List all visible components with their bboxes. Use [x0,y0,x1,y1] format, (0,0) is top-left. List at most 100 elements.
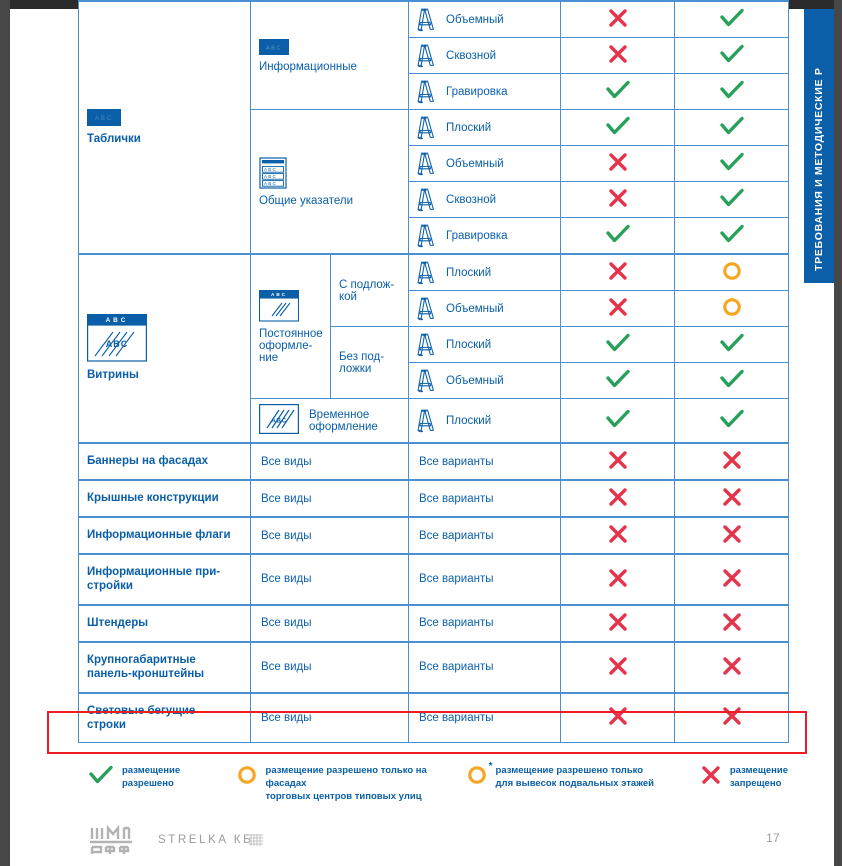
type-label: Плоский [446,414,492,427]
scope-cell: Все виды [249,640,410,693]
check-icon [719,79,745,104]
scope-label: Все виды [261,455,312,468]
svg-text:ABC: ABC [271,292,287,297]
type-label: Сквозной [446,193,497,206]
table-row: Крышные конструкции Все виды Все варианты [78,479,790,518]
check-icon [719,115,745,140]
letter-a-3d-icon [417,408,437,433]
type-label: Объемный [446,374,504,387]
status-cell-col6 [674,553,790,606]
category-cell: Крупногабаритные панель-кронштейны [78,640,251,693]
variant-label: Без под-ложки [339,350,385,375]
status-cell-col6 [674,362,790,399]
status-cell-col6 [674,145,790,182]
legend-line-1: размещение [122,765,181,776]
cross-icon [721,705,743,730]
variant-scope-label: Все варианты [419,617,494,630]
scope-cell: Все виды [249,442,410,481]
check-icon [719,332,745,357]
variant-cell: С подлож-кой [329,253,410,327]
category-cell: ABC ABC Витрины [78,253,251,444]
status-cell-col6 [674,290,790,327]
temporary-decor-icon: ABC [259,404,299,437]
letter-a-3d-icon [417,223,437,248]
section-tab: ТРЕБОВАНИЯ И МЕТОДИЧЕСКИЕ Р [804,9,834,283]
status-cell-col6 [674,603,790,643]
type-inner: Гравировка [417,223,552,248]
table-row: Сквозной [79,37,790,74]
subgroup-label: Постоянное оформле-ние [259,327,323,364]
type-inner: Сквозной [417,43,552,68]
table-row: Информационные при-стройки Все виды Все ва… [78,553,790,606]
status-cell-col5 [560,553,676,606]
type-cell: Объемный [408,362,562,399]
info-plate-icon: ABC [259,38,400,55]
legend-item: * размещение разрешено только для вывесок … [466,761,700,791]
type-cell: Плоский [408,398,562,444]
cross-icon [721,611,743,636]
subgroup-inner: ABC Временное оформление [259,404,400,437]
scope-cell: Все виды [249,479,410,518]
variant-scope-cell: Все варианты [408,479,562,518]
legend-icon [236,762,258,791]
category-label: Крышные конструкции [87,492,219,505]
legend-line-1: размещение разрешено только на фасадах [265,765,427,789]
status-cell-col6 [674,0,790,38]
status-cell-col5 [560,73,676,110]
letter-a-3d-icon [417,187,437,212]
document-page: ТРЕБОВАНИЯ И МЕТОДИЧЕСКИЕ Р ABC Таблички A… [10,0,834,866]
check-icon [719,187,745,212]
legend-line-1: размещение разрешено только [495,765,644,776]
cross-icon [721,523,743,548]
status-cell-col6 [674,181,790,218]
scope-label: Все виды [261,529,312,542]
letter-a-3d-icon [417,7,437,32]
type-label: Объемный [446,13,504,26]
status-cell-col5 [560,479,676,518]
subgroup-label: Временное оформление [309,408,378,433]
variant-scope-label: Все варианты [419,455,494,468]
legend-text: размещение запрещено [730,762,788,791]
cross-icon [607,611,629,636]
table-row: Информационные флаги Все виды Все варианты [78,516,790,555]
legend-asterisk: * [488,761,493,772]
page-number: 17 [766,833,780,845]
status-cell-col5 [560,640,676,693]
type-cell: Сквозной [408,37,562,74]
table-row: Крупногабаритные панель-кронштейны Все вид… [78,640,790,693]
directory-board-icon: ABC ABC ABC [259,156,400,189]
cross-icon [721,655,743,680]
cross-icon [721,449,743,474]
type-label: Плоский [446,338,492,351]
type-inner: Плоский [417,332,552,357]
table-row: Штендеры Все виды Все варианты [78,603,790,643]
circle-icon [236,764,258,791]
category-label: Баннеры на фасадах [87,455,209,468]
status-cell-col6 [674,442,790,481]
category-label: Информационные флаги [87,529,231,542]
status-cell-col6 [674,398,790,444]
svg-text:ABC: ABC [106,339,129,349]
status-cell-col6 [674,109,790,146]
subgroup-cell: ABC Постоянное оформле-ние [250,253,331,399]
type-inner: Плоский [417,115,552,140]
status-cell-col5 [560,362,676,399]
letter-a-3d-icon [417,115,437,140]
status-cell-col5 [560,691,676,744]
table-row: Объемный [79,145,790,182]
check-icon [719,408,745,433]
dom-rf-logo [88,824,134,862]
category-label: Информационные при-стройки [87,566,221,593]
cross-icon [607,705,629,730]
letter-a-3d-icon [417,260,437,285]
scope-cell: Все виды [249,691,410,744]
status-cell-col5 [560,326,676,363]
status-cell-col5 [560,37,676,74]
type-label: Плоский [446,266,492,279]
variant-scope-label: Все варианты [419,661,494,674]
category-cell: Информационные при-стройки [78,553,251,606]
scope-label: Все виды [261,617,312,630]
variant-scope-cell: Все варианты [408,553,562,606]
type-label: Гравировка [446,229,508,242]
